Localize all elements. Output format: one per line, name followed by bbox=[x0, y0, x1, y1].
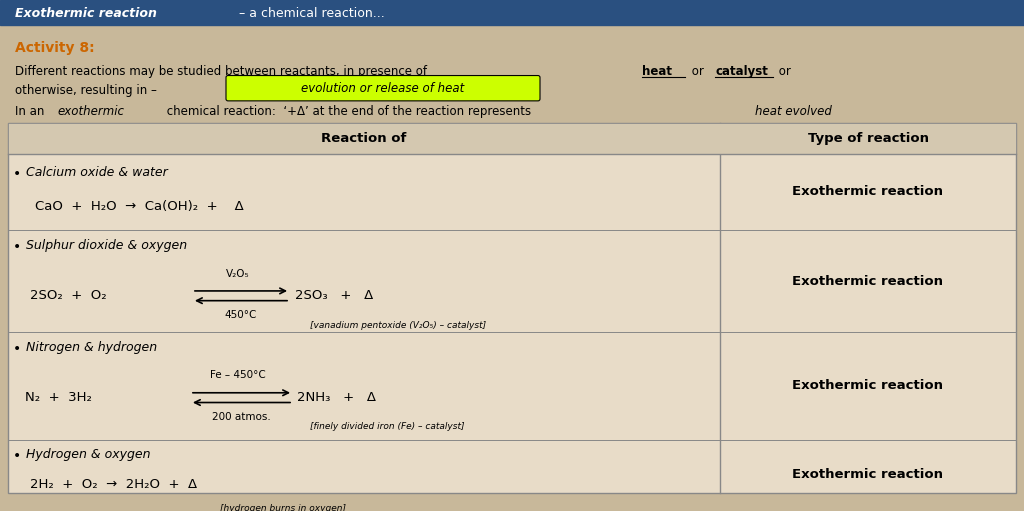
Text: •: • bbox=[13, 342, 22, 356]
Text: Calcium oxide & water: Calcium oxide & water bbox=[26, 166, 168, 179]
Text: Exothermic reaction: Exothermic reaction bbox=[15, 7, 157, 19]
Text: Reaction of: Reaction of bbox=[322, 132, 407, 145]
Text: CaO  +  H₂O  →  Ca(OH)₂  +    Δ: CaO + H₂O → Ca(OH)₂ + Δ bbox=[35, 200, 244, 213]
Text: evolution or release of heat: evolution or release of heat bbox=[301, 82, 465, 95]
Text: or: or bbox=[688, 65, 708, 78]
Text: [vanadium pentoxide (V₂O₅) – catalyst]: [vanadium pentoxide (V₂O₅) – catalyst] bbox=[310, 320, 486, 330]
Text: 450°C: 450°C bbox=[225, 310, 257, 320]
Text: V₂O₅: V₂O₅ bbox=[226, 269, 250, 280]
Bar bbox=[8, 123, 1016, 154]
Text: 2SO₃   +   Δ: 2SO₃ + Δ bbox=[295, 289, 374, 303]
Text: Exothermic reaction: Exothermic reaction bbox=[793, 275, 943, 288]
Text: Exothermic reaction: Exothermic reaction bbox=[793, 380, 943, 392]
Text: Activity 8:: Activity 8: bbox=[15, 41, 94, 55]
Text: •: • bbox=[13, 240, 22, 254]
Bar bbox=[0, 0, 1024, 26]
Text: otherwise, resulting in –: otherwise, resulting in – bbox=[15, 84, 161, 97]
Text: Nitrogen & hydrogen: Nitrogen & hydrogen bbox=[26, 341, 157, 354]
Text: 2SO₂  +  O₂: 2SO₂ + O₂ bbox=[30, 289, 106, 303]
Text: Fe – 450°C: Fe – 450°C bbox=[210, 370, 266, 380]
Text: [finely divided iron (Fe) – catalyst]: [finely divided iron (Fe) – catalyst] bbox=[310, 423, 465, 431]
Text: 200 atmos.: 200 atmos. bbox=[212, 412, 270, 422]
Text: exothermic: exothermic bbox=[57, 105, 124, 118]
Text: heat evolved: heat evolved bbox=[755, 105, 831, 118]
Text: chemical reaction:  ‘+Δ’ at the end of the reaction represents: chemical reaction: ‘+Δ’ at the end of th… bbox=[163, 105, 535, 118]
Text: In an: In an bbox=[15, 105, 48, 118]
Text: •: • bbox=[13, 167, 22, 181]
Text: Exothermic reaction: Exothermic reaction bbox=[793, 185, 943, 198]
Text: – a chemical reaction...: – a chemical reaction... bbox=[234, 7, 385, 19]
Text: 2NH₃   +   Δ: 2NH₃ + Δ bbox=[297, 391, 376, 404]
Text: 2H₂  +  O₂  →  2H₂O  +  Δ: 2H₂ + O₂ → 2H₂O + Δ bbox=[30, 478, 198, 491]
FancyBboxPatch shape bbox=[226, 76, 540, 101]
Text: •: • bbox=[13, 449, 22, 463]
Text: Sulphur dioxide & oxygen: Sulphur dioxide & oxygen bbox=[26, 239, 187, 252]
Text: Type of reaction: Type of reaction bbox=[808, 132, 929, 145]
Text: or: or bbox=[775, 65, 791, 78]
Text: catalyst: catalyst bbox=[715, 65, 768, 78]
Text: Different reactions may be studied between reactants, in presence of: Different reactions may be studied betwe… bbox=[15, 65, 431, 78]
Text: N₂  +  3H₂: N₂ + 3H₂ bbox=[25, 391, 92, 404]
Text: Exothermic reaction: Exothermic reaction bbox=[793, 468, 943, 481]
Bar bbox=[8, 123, 1016, 493]
Text: [hydrogen burns in oxygen]: [hydrogen burns in oxygen] bbox=[220, 504, 346, 511]
Text: Hydrogen & oxygen: Hydrogen & oxygen bbox=[26, 448, 151, 461]
Text: heat: heat bbox=[642, 65, 672, 78]
